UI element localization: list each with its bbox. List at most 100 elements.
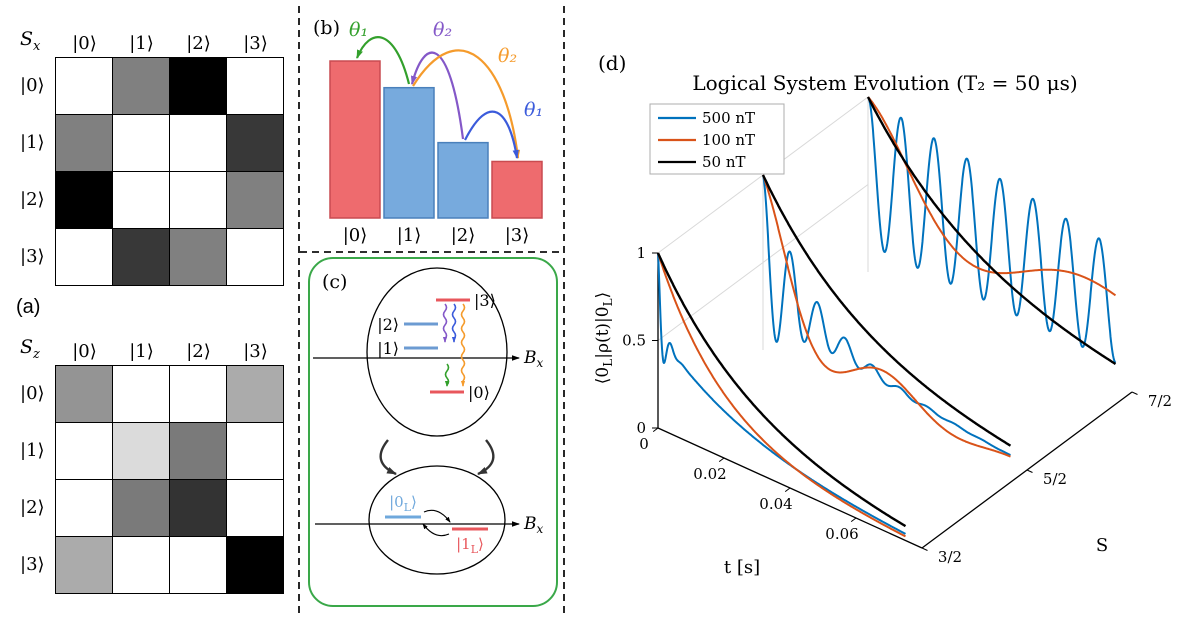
coupling-label-2: θ₂ <box>498 45 517 67</box>
t-tick <box>652 427 659 433</box>
matrix-cell <box>112 114 169 171</box>
y-axis-label: S <box>1096 535 1108 556</box>
bx-label-bottom: Bx <box>523 514 544 536</box>
logical-level-0-label: |0L⟩ <box>389 493 417 514</box>
transition-wavy-arrow-3 <box>444 363 450 387</box>
curve-50nT-S5-2 <box>761 174 1012 447</box>
coupling-arrow-1 <box>410 51 465 140</box>
z-tick-label: 0 <box>636 419 646 437</box>
matrix-row-header: |0⟩ <box>20 75 45 96</box>
curve-500nT-S3-2 <box>657 252 907 535</box>
logical-system-ellipse <box>368 465 506 575</box>
matrix-sz-title: Sz <box>20 336 56 362</box>
coupling-label-3: θ₁ <box>524 99 543 121</box>
x-axis-label: t [s] <box>724 557 760 578</box>
matrix-col-header: |2⟩ <box>186 341 211 362</box>
matrix-cell <box>55 479 112 536</box>
matrix-cell <box>55 422 112 479</box>
transition-wavy-arrow-2 <box>460 303 466 387</box>
matrix-cell <box>55 114 112 171</box>
matrix-col-header: |0⟩ <box>72 341 97 362</box>
curve-500nT-S7-2 <box>867 96 1117 364</box>
panel-b-canvas: |0⟩ |1⟩ |2⟩ |3⟩ θ₁ θ₂ θ₂ θ₁ (b) <box>313 17 543 246</box>
matrix-cell <box>55 171 112 228</box>
matrix-cell <box>55 228 112 285</box>
matrix-cell <box>112 536 169 593</box>
transition-wavy-arrow-1 <box>451 303 457 343</box>
s-tick <box>921 547 928 551</box>
panel-d-title: Logical System Evolution (T₂ = 50 μs) <box>692 71 1077 95</box>
matrix-sx-title-sub: x <box>33 39 41 54</box>
coupling-label-0: θ₁ <box>349 19 368 41</box>
matrix-sz-header: Sz |0⟩ |1⟩ |2⟩ |3⟩ <box>20 332 284 365</box>
matrix-sz: Sz |0⟩ |1⟩ |2⟩ |3⟩ |0⟩ |1⟩ |2⟩ |3⟩ <box>20 332 284 594</box>
matrix-row-header: |2⟩ <box>20 189 45 210</box>
panel-label-d: (d) <box>598 51 626 75</box>
z-tick-label: 1 <box>636 244 646 262</box>
matrix-sx-grid <box>55 57 284 286</box>
matrix-sx-title-base: S <box>20 28 34 51</box>
exchange-arrow-bottom <box>422 523 450 537</box>
matrix-cell <box>226 479 283 536</box>
panel-label-c: (c) <box>322 271 347 293</box>
matrix-cell <box>112 228 169 285</box>
matrix-cell <box>112 365 169 422</box>
coupling-label-1: θ₂ <box>433 19 452 41</box>
matrix-sx: Sx |0⟩ |1⟩ |2⟩ |3⟩ |0⟩ |1⟩ |2⟩ |3⟩ <box>20 24 284 286</box>
z-axis-label: ⟨0L|ρ(t)|0L⟩ <box>593 292 615 384</box>
matrix-col-header: |1⟩ <box>129 341 154 362</box>
matrix-cell <box>226 171 283 228</box>
matrix-col-header: |3⟩ <box>243 341 268 362</box>
mapping-arrow-left <box>379 439 397 476</box>
bare-system-ellipse <box>366 267 508 437</box>
matrix-cell <box>226 536 283 593</box>
matrix-cell <box>112 57 169 114</box>
t-tick <box>718 457 725 463</box>
matrix-cell <box>169 365 226 422</box>
curve-100nT-S5-2 <box>762 174 1011 458</box>
logical-level-1-label: |1L⟩ <box>456 535 484 556</box>
legend-label-1: 100 nT <box>702 131 755 149</box>
matrix-cell <box>169 228 226 285</box>
matrix-cell <box>226 365 283 422</box>
matrix-sx-header: Sx |0⟩ |1⟩ |2⟩ |3⟩ <box>20 24 284 57</box>
t-tick-label: 0 <box>639 435 649 453</box>
energy-level-label-3: |0⟩ <box>468 383 490 402</box>
energy-level-label-2: |1⟩ <box>377 339 399 358</box>
matrix-row-header: |1⟩ <box>20 440 45 461</box>
matrix-sx-body: |0⟩ |1⟩ |2⟩ |3⟩ <box>20 57 284 286</box>
bar-3 <box>491 160 543 219</box>
matrix-cell <box>169 114 226 171</box>
legend-label-2: 50 nT <box>702 153 746 171</box>
coupling-arrow-3 <box>464 110 519 159</box>
matrix-sz-title-sub: z <box>33 347 40 362</box>
matrix-cell <box>226 57 283 114</box>
s-tick-label: 7/2 <box>1148 392 1172 410</box>
matrix-cell <box>226 422 283 479</box>
curve-100nT-S3-2 <box>657 252 907 538</box>
matrix-col-header: |2⟩ <box>186 33 211 54</box>
matrix-cell <box>169 57 226 114</box>
bar-2 <box>437 141 489 219</box>
bar-label: |3⟩ <box>505 225 530 246</box>
matrix-row-header: |3⟩ <box>20 554 45 575</box>
matrix-cell <box>112 422 169 479</box>
grid-line-2 <box>657 184 869 341</box>
matrix-cell <box>169 171 226 228</box>
curve-100nT-S7-2 <box>867 96 1117 297</box>
matrix-sz-body: |0⟩ |1⟩ |2⟩ |3⟩ <box>20 365 284 594</box>
coupling-arrow-0 <box>355 36 411 85</box>
bar-1 <box>383 86 435 219</box>
t-tick-label: 0.02 <box>693 465 726 483</box>
panel-d-canvas: 0 0.02 0.04 0.06 3/2 5/2 7/2 0 0.5 1 t [s] S ⟨0L|ρ(t… <box>593 51 1172 578</box>
matrix-col-header: |1⟩ <box>129 33 154 54</box>
matrix-sx-row-labels: |0⟩ |1⟩ |2⟩ |3⟩ <box>20 57 55 286</box>
bar-0 <box>329 60 381 219</box>
matrix-cell <box>169 479 226 536</box>
matrix-cell <box>112 171 169 228</box>
matrix-cell <box>55 536 112 593</box>
bar-label: |2⟩ <box>451 225 476 246</box>
panel-c-border <box>308 257 558 607</box>
s-tick-label: 5/2 <box>1043 470 1067 488</box>
